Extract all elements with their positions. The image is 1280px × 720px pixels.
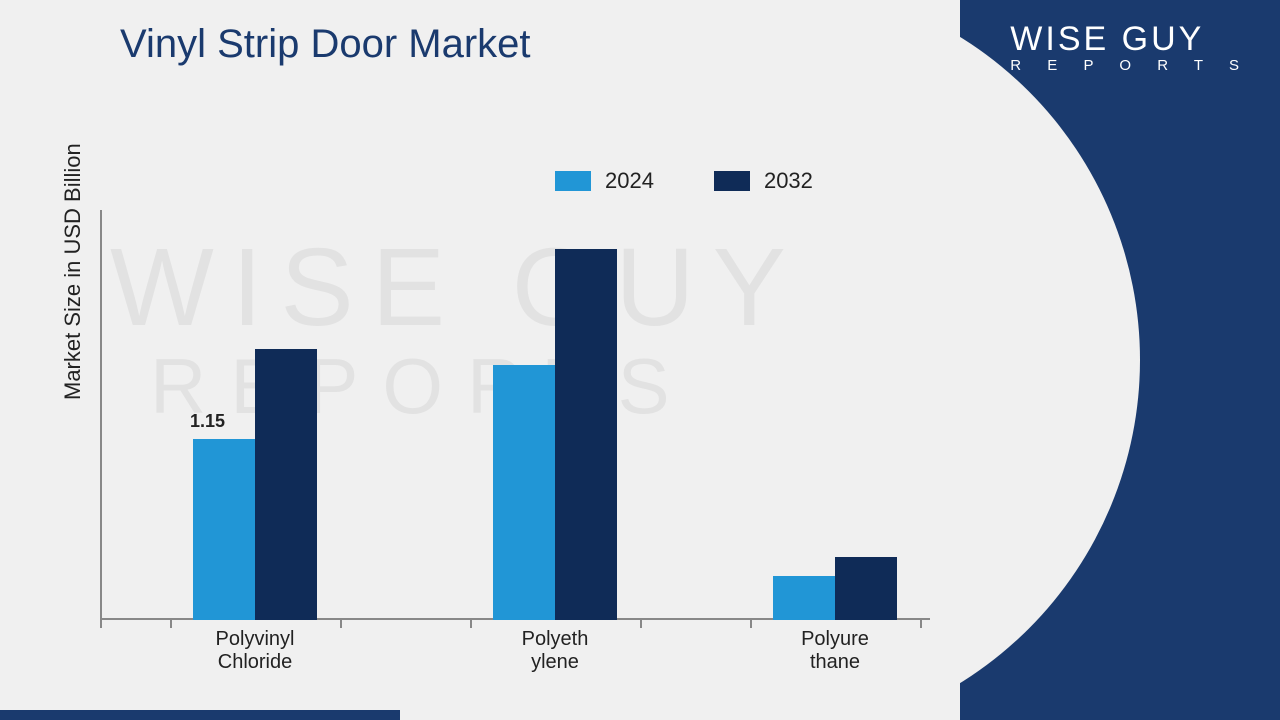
- bar-group: [170, 349, 340, 620]
- x-axis-tick: [920, 620, 922, 628]
- legend: 2024 2032: [555, 168, 813, 194]
- category-label: PolyvinylChloride: [170, 628, 340, 674]
- bar: [773, 576, 835, 620]
- chart-area: PolyvinylChloridePolyethylenePolyurethan…: [100, 210, 930, 650]
- logo-sub: R E P O R T S: [1010, 57, 1250, 74]
- brand-logo: WISE GUY R E P O R T S: [1010, 20, 1250, 74]
- value-label: 1.15: [190, 411, 225, 432]
- legend-label-2032: 2032: [764, 168, 813, 194]
- x-axis-tick: [340, 620, 342, 628]
- legend-label-2024: 2024: [605, 168, 654, 194]
- stage: WISE GUY R E P O R T S Vinyl Strip Door …: [0, 0, 1280, 720]
- y-axis-label: Market Size in USD Billion: [60, 143, 86, 400]
- legend-swatch-2032: [714, 171, 750, 191]
- footer-accent-bar: [0, 710, 400, 720]
- x-axis-tick: [750, 620, 752, 628]
- y-axis-line: [100, 210, 102, 620]
- legend-item-2024: 2024: [555, 168, 654, 194]
- bar: [493, 365, 555, 620]
- x-axis-tick: [170, 620, 172, 628]
- category-label: Polyurethane: [750, 628, 920, 674]
- bar-group: [470, 249, 640, 620]
- bar: [555, 249, 617, 620]
- category-label: Polyethylene: [470, 628, 640, 674]
- logo-main: WISE GUY: [1010, 20, 1250, 59]
- legend-swatch-2024: [555, 171, 591, 191]
- x-axis-tick: [470, 620, 472, 628]
- bar: [193, 439, 255, 620]
- bar: [835, 557, 897, 620]
- legend-item-2032: 2032: [714, 168, 813, 194]
- x-axis-tick: [100, 620, 102, 628]
- chart-title: Vinyl Strip Door Market: [120, 22, 531, 67]
- x-axis-tick: [640, 620, 642, 628]
- bar-group: [750, 557, 920, 620]
- bar: [255, 349, 317, 620]
